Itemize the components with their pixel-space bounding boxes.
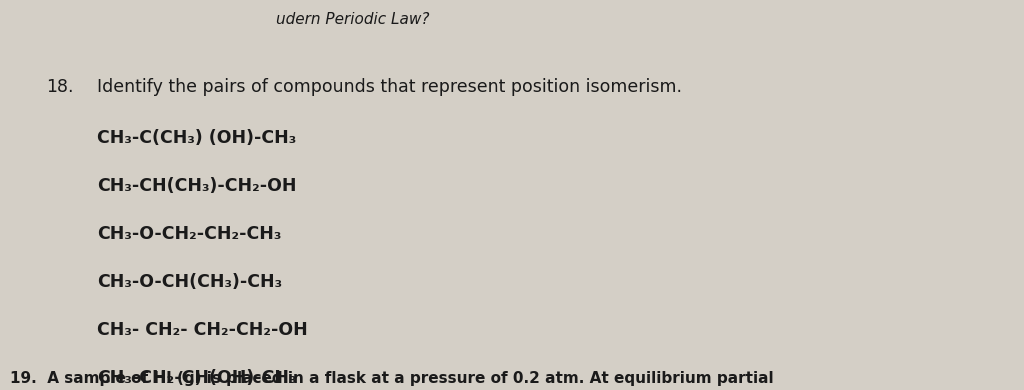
Text: udern Periodic Law?: udern Periodic Law? — [276, 12, 430, 27]
Text: CH₃-CH₂-CH(OH)-CH₃: CH₃-CH₂-CH(OH)-CH₃ — [97, 369, 297, 386]
Text: CH₃-O-CH(CH₃)-CH₃: CH₃-O-CH(CH₃)-CH₃ — [97, 273, 283, 291]
Text: 18.: 18. — [46, 78, 74, 96]
Text: CH₃-C(CH₃) (OH)-CH₃: CH₃-C(CH₃) (OH)-CH₃ — [97, 129, 297, 147]
Text: CH₃- CH₂- CH₂-CH₂-OH: CH₃- CH₂- CH₂-CH₂-OH — [97, 321, 308, 339]
Text: 19.  A sample of HI (g) is placed in a flask at a pressure of 0.2 atm. At equili: 19. A sample of HI (g) is placed in a fl… — [10, 371, 774, 386]
Text: CH₃-O-CH₂-CH₂-CH₃: CH₃-O-CH₂-CH₂-CH₃ — [97, 225, 282, 243]
Text: CH₃-CH(CH₃)-CH₂-OH: CH₃-CH(CH₃)-CH₂-OH — [97, 177, 297, 195]
Text: Identify the pairs of compounds that represent position isomerism.: Identify the pairs of compounds that rep… — [97, 78, 682, 96]
